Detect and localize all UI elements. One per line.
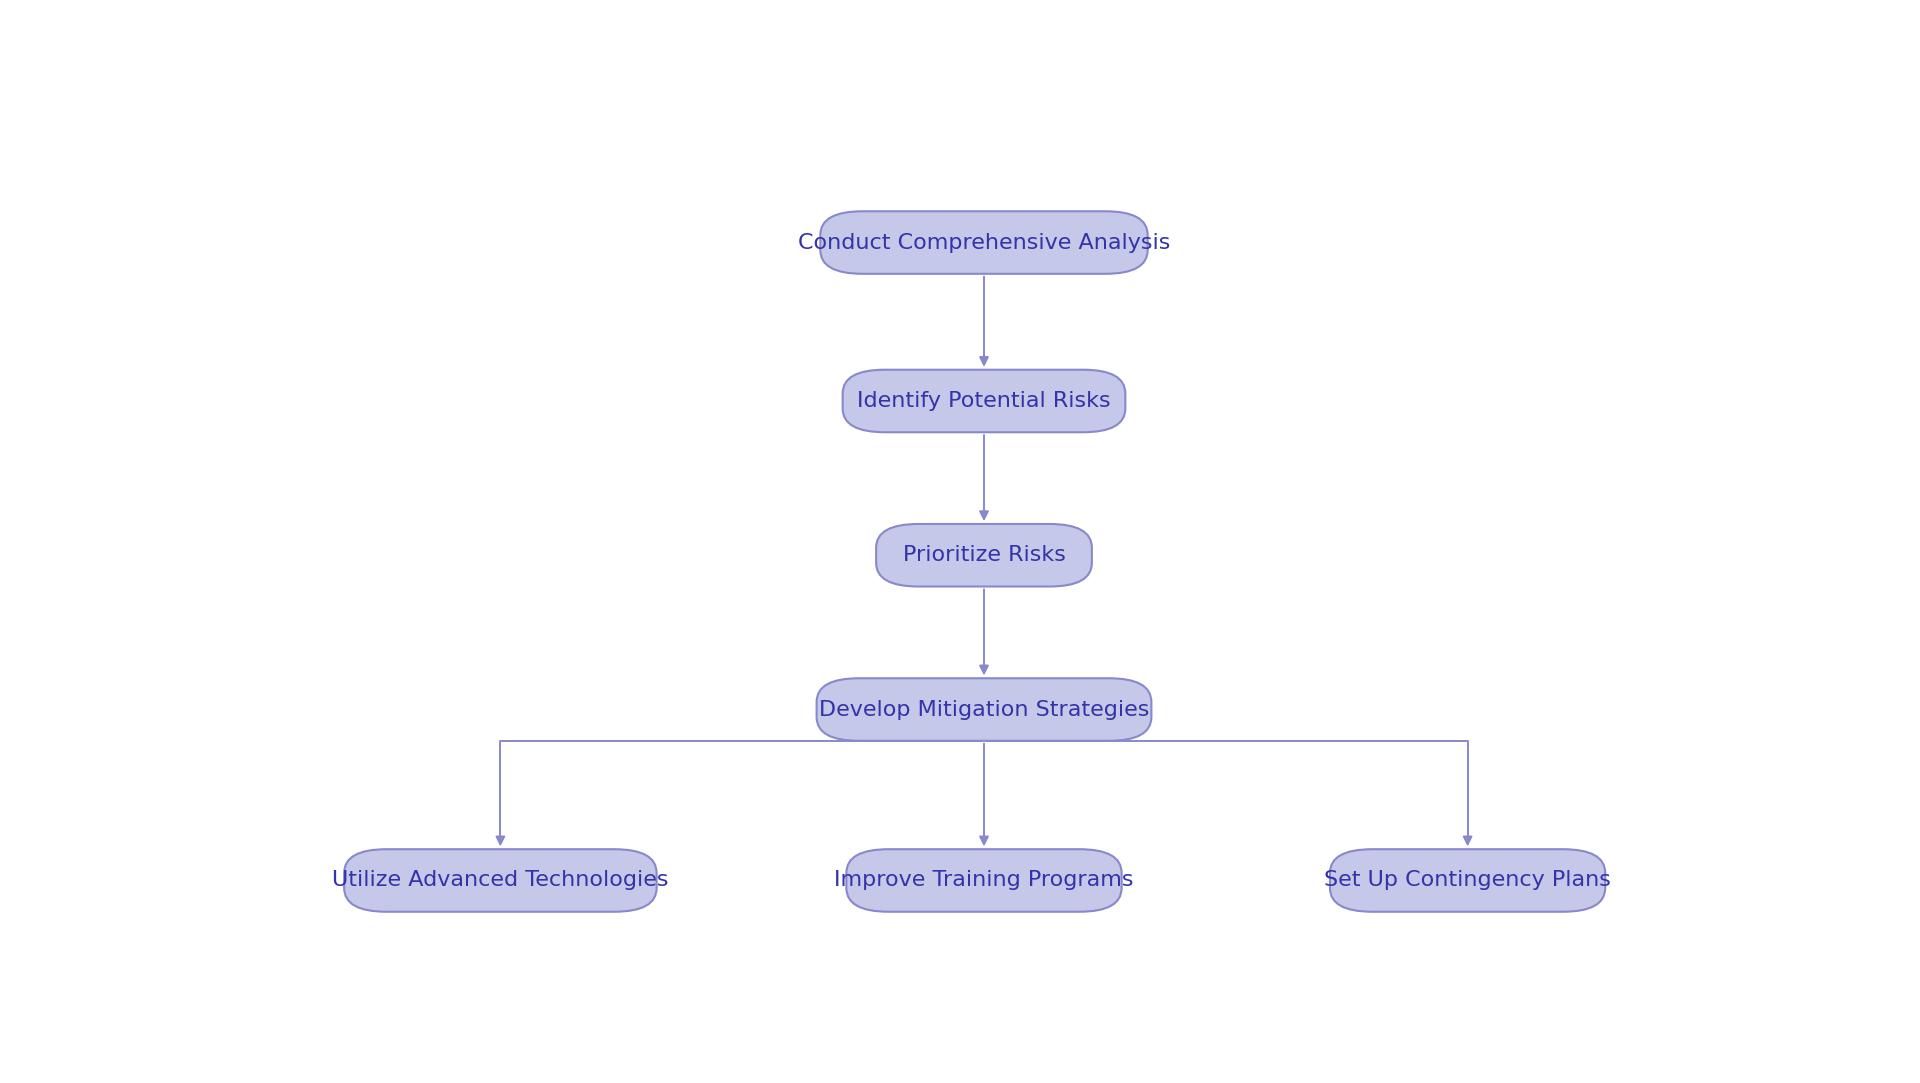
- Text: Identify Potential Risks: Identify Potential Risks: [856, 391, 1112, 410]
- Text: Develop Mitigation Strategies: Develop Mitigation Strategies: [818, 700, 1150, 719]
- FancyBboxPatch shape: [820, 211, 1148, 274]
- Text: Set Up Contingency Plans: Set Up Contingency Plans: [1325, 871, 1611, 890]
- FancyBboxPatch shape: [876, 524, 1092, 587]
- FancyBboxPatch shape: [1331, 849, 1605, 912]
- Text: Utilize Advanced Technologies: Utilize Advanced Technologies: [332, 871, 668, 890]
- FancyBboxPatch shape: [816, 678, 1152, 741]
- FancyBboxPatch shape: [847, 849, 1121, 912]
- Text: Improve Training Programs: Improve Training Programs: [835, 871, 1133, 890]
- Text: Conduct Comprehensive Analysis: Conduct Comprehensive Analysis: [799, 233, 1169, 252]
- Text: Prioritize Risks: Prioritize Risks: [902, 545, 1066, 565]
- FancyBboxPatch shape: [344, 849, 657, 912]
- FancyBboxPatch shape: [843, 369, 1125, 432]
